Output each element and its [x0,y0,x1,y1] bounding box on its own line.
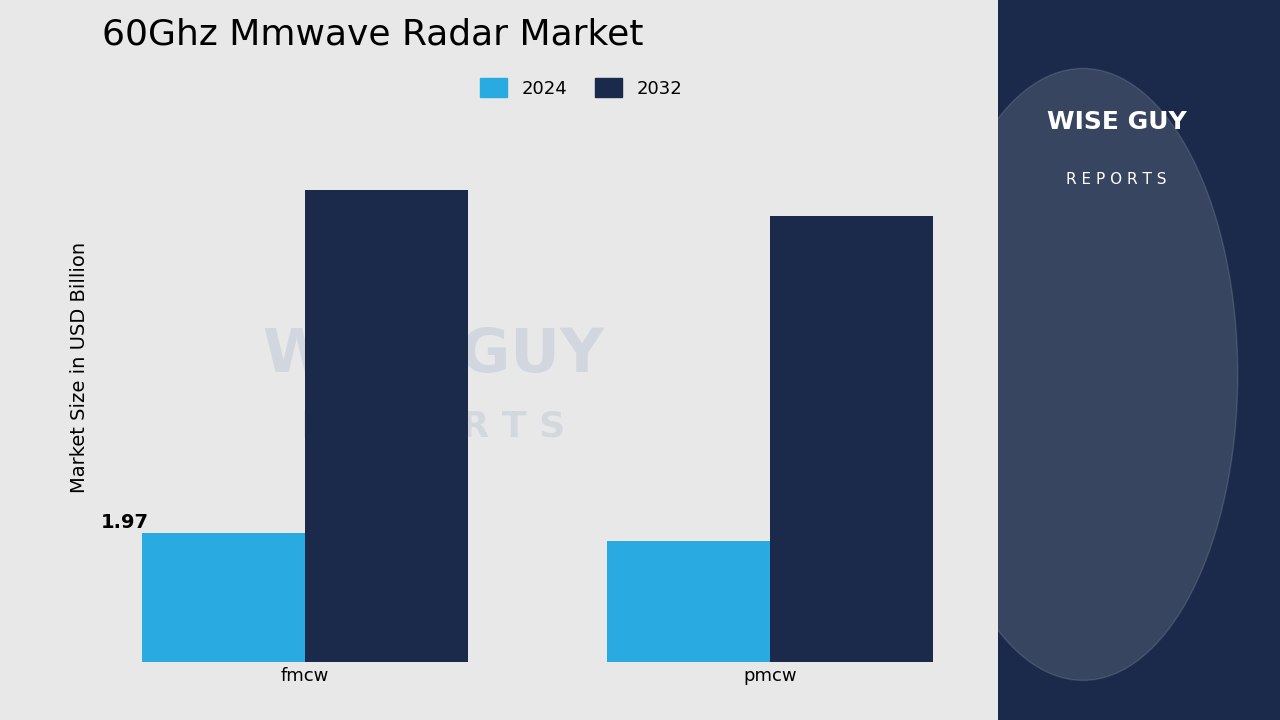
Y-axis label: Market Size in USD Billion: Market Size in USD Billion [69,242,88,492]
Text: WISE GUY: WISE GUY [262,326,604,385]
Text: R E P O R T S: R E P O R T S [301,409,566,444]
Text: R E P O R T S: R E P O R T S [1066,173,1167,187]
Text: WISE GUY: WISE GUY [1047,110,1187,135]
Bar [142,534,305,662]
Ellipse shape [928,68,1238,680]
Legend: 2024, 2032: 2024, 2032 [471,69,691,107]
Bar [771,216,933,662]
Text: 1.97: 1.97 [101,513,150,532]
Bar [305,190,467,662]
Text: 60Ghz Mmwave Radar Market: 60Ghz Mmwave Radar Market [102,17,644,51]
Bar [608,541,771,662]
